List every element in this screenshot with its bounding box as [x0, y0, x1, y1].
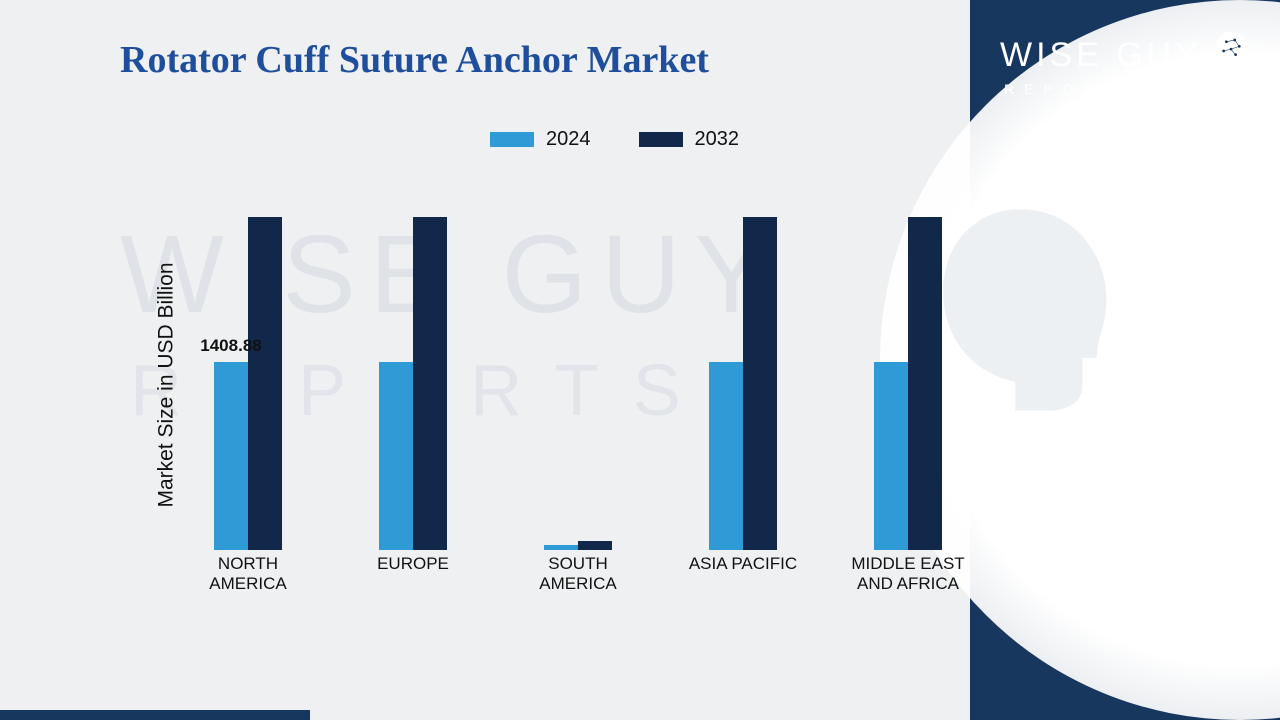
bar-2032: [248, 217, 282, 550]
legend-item: 2032: [639, 128, 740, 151]
bar-2032: [578, 541, 612, 550]
bar-2024: [214, 362, 248, 550]
head-icon: [1208, 28, 1254, 83]
bar-2024: [379, 362, 413, 550]
logo-text-main: WISE GUY: [1000, 36, 1202, 75]
legend-swatch: [639, 132, 683, 147]
bar-chart: Market Size in USD Billion 1408.88 NORTH…: [80, 150, 960, 620]
bar-2032: [743, 217, 777, 550]
category-label: NORTH AMERICA: [178, 554, 318, 593]
bar-value-label: 1408.88: [200, 336, 261, 356]
plot-area: 1408.88: [130, 150, 950, 550]
infographic-canvas: Rotator Cuff Suture Anchor Market WISE G…: [0, 0, 1280, 720]
logo-line2: REPORTS: [1004, 81, 1250, 97]
bar-2032: [908, 217, 942, 550]
page-title: Rotator Cuff Suture Anchor Market: [120, 38, 709, 82]
legend-label: 2024: [546, 128, 591, 151]
legend-label: 2032: [695, 128, 740, 151]
legend-swatch: [490, 132, 534, 147]
category-label: ASIA PACIFIC: [673, 554, 813, 574]
bottom-accent-bar: [0, 710, 310, 720]
legend-item: 2024: [490, 128, 591, 151]
logo-line1: WISE GUY: [1000, 28, 1250, 83]
bar-2032: [413, 217, 447, 550]
bar-2024: [544, 545, 578, 550]
chart-legend: 2024 2032: [490, 128, 739, 151]
brand-logo: WISE GUY REPORTS: [1000, 28, 1250, 97]
category-label: SOUTH AMERICA: [508, 554, 648, 593]
category-label: MIDDLE EAST AND AFRICA: [838, 554, 978, 593]
bar-2024: [874, 362, 908, 550]
bar-2024: [709, 362, 743, 550]
category-label: EUROPE: [343, 554, 483, 574]
